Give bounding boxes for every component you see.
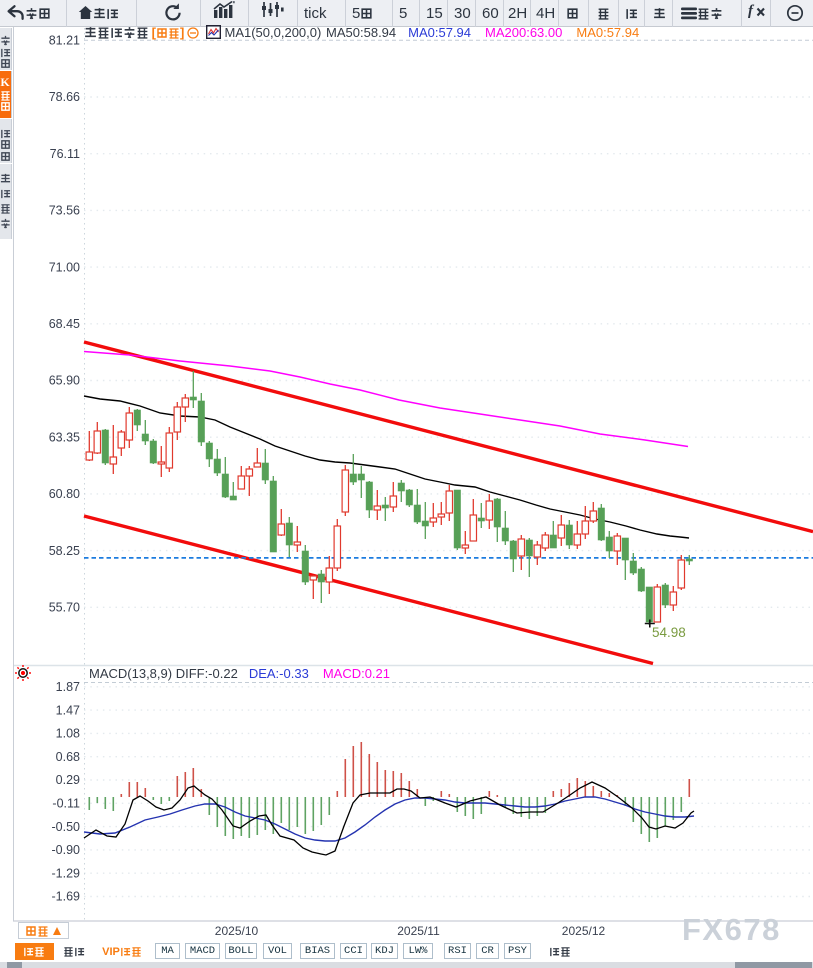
svg-text:1.08: 1.08 <box>56 727 80 741</box>
svg-text:63.35: 63.35 <box>49 430 80 444</box>
svg-text:55.70: 55.70 <box>49 601 80 615</box>
svg-text:60.80: 60.80 <box>49 487 80 501</box>
svg-text:58.25: 58.25 <box>49 544 80 558</box>
svg-text:81.21: 81.21 <box>49 34 80 48</box>
svg-text:1.87: 1.87 <box>56 680 80 694</box>
svg-text:f: f <box>748 3 755 18</box>
svg-text:1.47: 1.47 <box>56 703 80 717</box>
svg-text:0.29: 0.29 <box>56 773 80 787</box>
svg-text:73.56: 73.56 <box>49 204 80 218</box>
svg-text:0.68: 0.68 <box>56 750 80 764</box>
svg-text:2025/10: 2025/10 <box>215 924 259 938</box>
svg-text:71.00: 71.00 <box>49 260 80 274</box>
svg-text:76.11: 76.11 <box>50 147 80 161</box>
svg-text:-0.90: -0.90 <box>52 843 81 857</box>
svg-text:65.90: 65.90 <box>49 374 80 388</box>
svg-text:78.66: 78.66 <box>49 90 80 104</box>
svg-text:2025/11: 2025/11 <box>397 924 440 938</box>
svg-text:-0.50: -0.50 <box>52 820 81 834</box>
svg-text:2025/12: 2025/12 <box>562 924 606 938</box>
svg-text:-1.69: -1.69 <box>52 890 81 904</box>
svg-text:54.98: 54.98 <box>652 625 686 640</box>
svg-text:-1.29: -1.29 <box>52 866 81 880</box>
svg-text:68.45: 68.45 <box>49 317 80 331</box>
svg-text:-0.11: -0.11 <box>52 797 80 811</box>
